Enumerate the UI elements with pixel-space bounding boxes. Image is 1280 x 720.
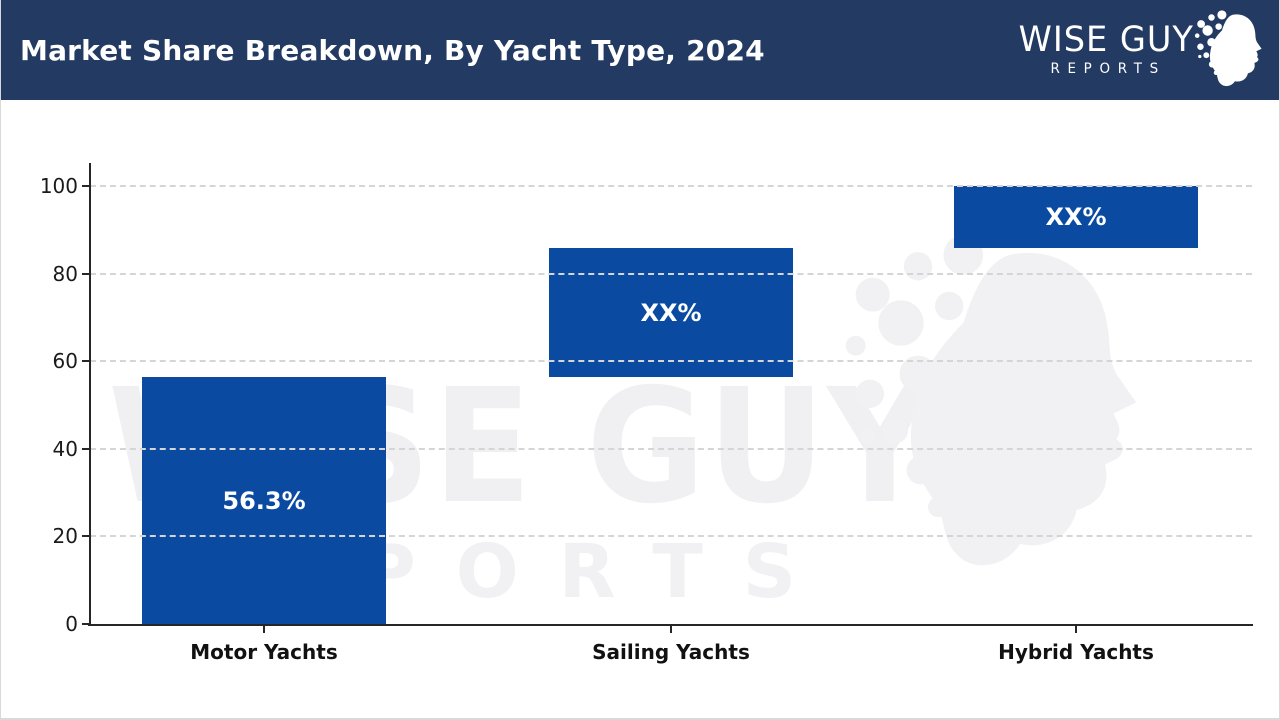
x-tick-mark [670,626,672,633]
y-tick-mark [82,360,90,363]
gridline [90,272,1252,275]
y-tick-mark [82,272,90,275]
logo-text: WISE GUY REPORTS [1019,20,1195,78]
logo-subtitle: REPORTS [1050,61,1167,77]
y-tick-mark [82,185,90,187]
y-axis-line [89,163,91,626]
y-tick-label: 0 [65,612,78,636]
gridline [90,447,1252,450]
bar-segment [549,248,793,378]
y-tick-label: 20 [52,524,78,549]
y-tick-label: 60 [52,349,78,374]
x-category-label: Hybrid Yachts [998,640,1154,664]
header-bar: Market Share Breakdown, By Yacht Type, 2… [0,0,1280,100]
gridline [90,360,1252,363]
x-axis-line [88,624,1253,626]
y-tick-mark [82,623,90,625]
gridline [90,185,1252,187]
y-tick-label: 40 [52,436,78,461]
logo-wordmark: WISE GUY [1019,20,1195,60]
x-tick-mark [263,626,265,633]
bar-segment [954,186,1198,249]
bar-value-label: 56.3% [222,486,306,515]
page-title: Market Share Breakdown, By Yacht Type, 2… [20,33,765,67]
watermark-head-icon [845,238,1137,566]
y-tick-label: 100 [39,174,78,198]
bar-value-label: XX% [640,298,702,327]
logo-head-icon [1194,10,1262,87]
bar-segment [142,377,386,624]
x-tick-mark [1075,626,1077,633]
y-tick-mark [82,447,90,450]
gridline [90,535,1252,538]
x-category-label: Motor Yachts [190,640,338,664]
y-tick-mark [82,535,90,538]
y-tick-label: 80 [52,261,78,286]
bar-value-label: XX% [1045,203,1107,232]
x-category-label: Sailing Yachts [592,640,750,664]
wise-guy-logo: WISE GUY REPORTS [1015,8,1270,92]
